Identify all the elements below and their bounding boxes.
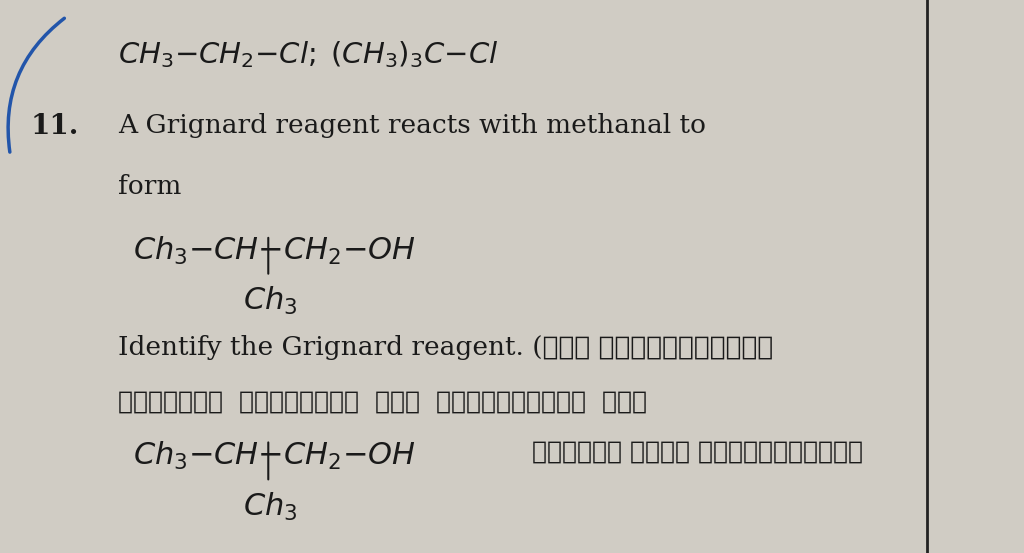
Text: 11.: 11. [31,113,79,140]
Text: form: form [118,174,181,199]
Text: $\mathit{CH_3{-}CH_2{-}Cl;\;(CH_3)_3C{-}Cl}$: $\mathit{CH_3{-}CH_2{-}Cl;\;(CH_3)_3C{-}… [118,39,499,70]
Text: $\mathit{Ch_3{-}CH{-}CH_2{-}OH}$: $\mathit{Ch_3{-}CH{-}CH_2{-}OH}$ [133,235,416,267]
Text: $\mathit{Ch_3{-}CH{-}CH_2{-}OH}$: $\mathit{Ch_3{-}CH{-}CH_2{-}OH}$ [133,440,416,472]
Text: $\mathit{Ch_3}$: $\mathit{Ch_3}$ [243,491,297,523]
Text: বিকাৰকে  মিথানেলৰ  লগত  বিক্রিয়াᥤ  কৰি: বিকাৰকে মিথানেলৰ লগত বিক্রিয়াᥤ কৰি [118,390,647,414]
Text: $\mathit{Ch_3}$: $\mathit{Ch_3}$ [243,285,297,317]
Text: Identify the Grignard reagent. (এটা গ্রিগনার্ডৰ: Identify the Grignard reagent. (এটা গ্রি… [118,335,773,359]
Text: উৎপন্ন কৰেᥤ গ্রিগনাৰ্ডৰ: উৎপন্ন কৰেᥤ গ্রিগনাৰ্ডৰ [532,440,863,463]
Text: A Grignard reagent reacts with methanal to: A Grignard reagent reacts with methanal … [118,113,706,138]
